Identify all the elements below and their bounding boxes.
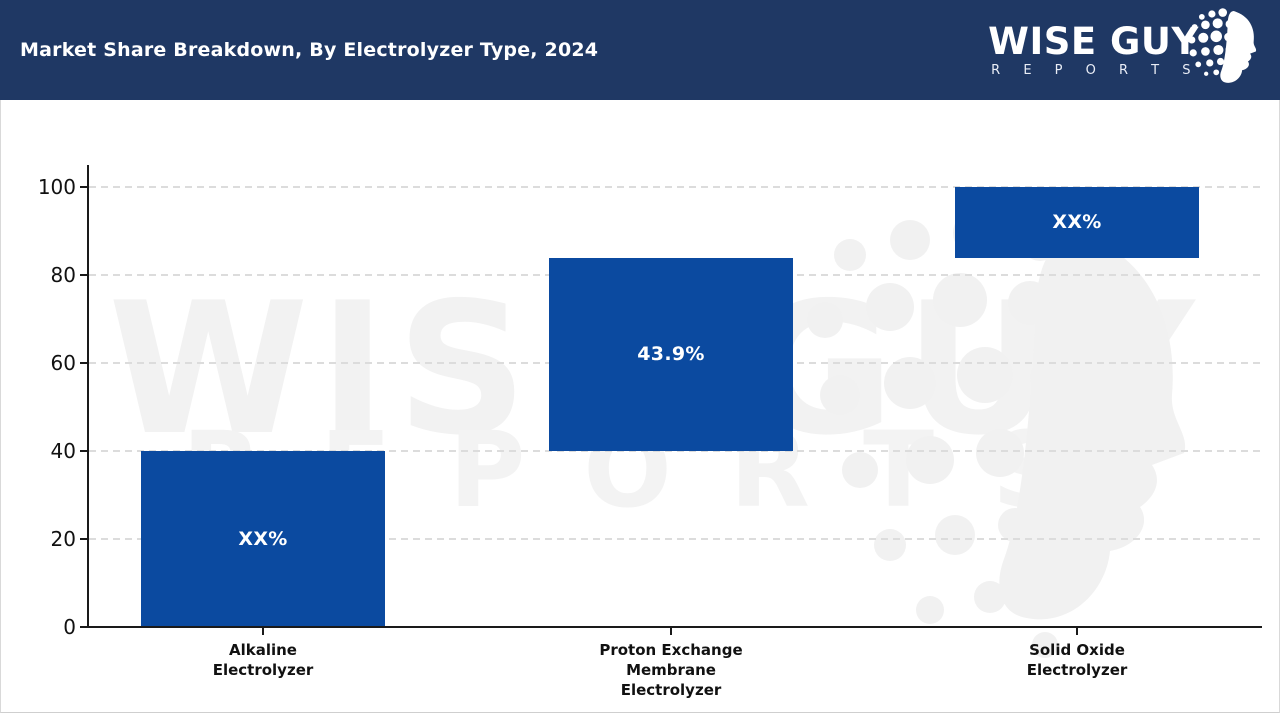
y-tick-mark <box>80 450 88 452</box>
gridline <box>89 186 1262 188</box>
wiseguy-face-icon <box>1188 8 1257 83</box>
y-tick-mark <box>80 362 88 364</box>
bar-segment: XX% <box>955 187 1199 258</box>
category-label-line: Proton Exchange <box>599 641 743 659</box>
category-label-line: Electrolyzer <box>1026 661 1128 679</box>
gridline <box>89 450 1262 452</box>
y-tick-label: 20 <box>50 527 76 551</box>
category-label: Solid Oxide Electrolyzer <box>947 640 1207 680</box>
y-tick-label: 0 <box>63 615 76 639</box>
bar-value-label: 43.9% <box>637 343 705 366</box>
category-label: Proton Exchange Membrane Electrolyzer <box>541 640 801 700</box>
category-label-line: Alkaline <box>229 641 297 659</box>
bar-segment: 43.9% <box>549 257 793 451</box>
y-tick-mark <box>80 538 88 540</box>
y-tick-label: 60 <box>50 351 76 375</box>
y-tick-label: 100 <box>37 175 76 199</box>
category-label-line: Electrolyzer <box>212 661 314 679</box>
bar-value-label: XX% <box>1052 211 1102 234</box>
logo-subtitle-text: R E P O R T S <box>991 62 1200 78</box>
bar-value-label: XX% <box>238 528 288 550</box>
category-label-line: Membrane <box>626 661 716 679</box>
y-tick-mark <box>80 186 88 188</box>
y-tick-label: 40 <box>50 439 76 463</box>
x-tick-mark <box>1076 628 1078 635</box>
x-axis-line <box>87 626 1262 628</box>
y-tick-mark <box>80 274 88 276</box>
x-tick-mark <box>670 628 672 635</box>
logo-wordmark-text: WISE GUY <box>988 19 1199 63</box>
logo-wordmark: WISE GUY R E P O R T S <box>988 23 1200 78</box>
y-tick-label: 80 <box>50 263 76 287</box>
x-tick-mark <box>262 628 264 635</box>
header: Market Share Breakdown, By Electrolyzer … <box>0 0 1280 100</box>
gridline <box>89 538 1262 540</box>
category-label-line: Solid Oxide <box>1029 641 1125 659</box>
y-tick-mark <box>80 626 88 628</box>
wiseguy-logo: WISE GUY R E P O R T S <box>988 8 1258 92</box>
y-axis-line <box>87 165 89 628</box>
page-title: Market Share Breakdown, By Electrolyzer … <box>20 39 599 61</box>
bar-segment: XX% <box>141 451 385 627</box>
category-label: Alkaline Electrolyzer <box>133 640 393 680</box>
category-label-line: Electrolyzer <box>620 681 722 699</box>
